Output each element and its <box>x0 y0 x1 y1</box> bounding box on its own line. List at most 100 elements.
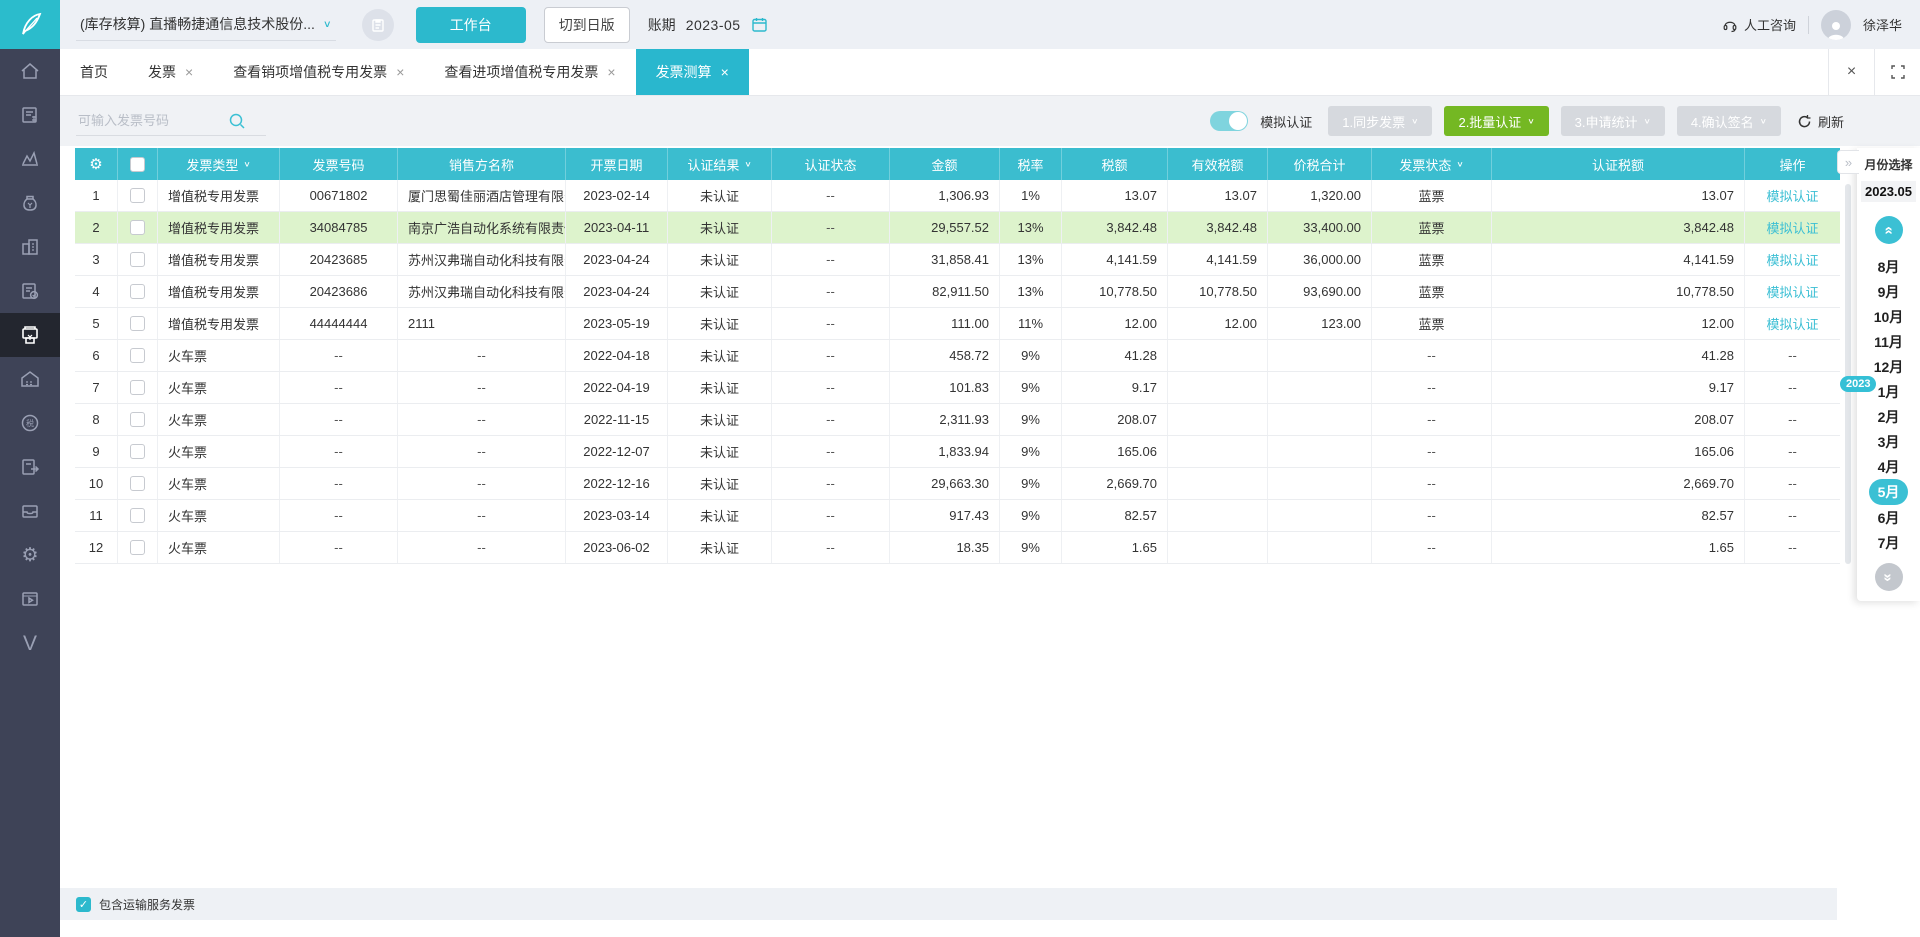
company-selector[interactable]: (库存核算) 直播畅捷通信息技术股份... ∨ <box>76 8 336 41</box>
tab-close-icon[interactable]: × <box>720 64 729 80</box>
month-item-11月[interactable]: 11月 <box>1874 333 1903 350</box>
column-header-num[interactable]: ⚙ <box>75 148 117 180</box>
cell-row-number: 10 <box>88 476 104 491</box>
cell-seller: 苏州汉弗瑞自动化科技有限公 <box>397 276 565 307</box>
search-input[interactable] <box>78 113 228 128</box>
cell-action[interactable]: 模拟认证 <box>1744 244 1840 275</box>
sidebar-item-statements[interactable] <box>0 269 60 313</box>
workbench-button[interactable]: 工作台 <box>415 6 526 43</box>
switch-version-button[interactable]: 切到日版 <box>543 6 630 43</box>
cell-action[interactable]: 模拟认证 <box>1744 180 1840 211</box>
month-item-4月[interactable]: 4月 <box>1877 458 1900 475</box>
month-item-6月[interactable]: 6月 <box>1877 509 1900 526</box>
collapse-panel-handle[interactable]: » <box>1837 150 1859 174</box>
step-button-label: 1.同步发票 <box>1342 114 1406 130</box>
cell-type: 火车票 <box>157 532 279 563</box>
tab-5[interactable]: 发票测算 × <box>635 49 749 95</box>
column-header-check[interactable] <box>117 148 157 180</box>
tab-close-icon[interactable]: × <box>607 64 616 80</box>
row-checkbox[interactable] <box>130 508 145 523</box>
tab-2[interactable]: 发票 × <box>128 49 213 95</box>
row-checkbox[interactable] <box>130 316 145 331</box>
month-item-7月[interactable]: 7月 <box>1877 534 1900 551</box>
month-item-2月[interactable]: 2月 <box>1877 408 1900 425</box>
sidebar-item-home[interactable] <box>0 49 60 93</box>
simulate-cert-toggle[interactable] <box>1210 111 1249 131</box>
filter-caret-icon[interactable]: ∨ <box>243 159 251 169</box>
row-checkbox[interactable] <box>130 380 145 395</box>
tab-4[interactable]: 查看进项增值税专用发票 × <box>424 49 635 95</box>
column-header-action: 操作 <box>1744 148 1840 180</box>
step-button-1[interactable]: 1.同步发票 ∨ <box>1328 106 1433 136</box>
row-checkbox[interactable] <box>130 252 145 267</box>
sidebar-item-archive[interactable] <box>0 489 60 533</box>
tab-close-icon[interactable]: × <box>185 64 194 80</box>
sidebar-item-v-logo[interactable]: V <box>0 621 60 665</box>
select-all-checkbox[interactable] <box>130 156 145 172</box>
cell-inv_status: -- <box>1371 468 1491 499</box>
row-checkbox[interactable] <box>130 348 145 363</box>
cell-action[interactable]: 模拟认证 <box>1744 308 1840 339</box>
month-item-3月[interactable]: 3月 <box>1877 433 1900 450</box>
row-checkbox[interactable] <box>130 476 145 491</box>
column-label: 发票状态 <box>1399 157 1452 173</box>
period-value[interactable]: 2023-05 <box>685 16 741 33</box>
refresh-button[interactable]: 刷新 <box>1797 112 1844 131</box>
column-header-result[interactable]: 认证结果 ∨ <box>667 148 771 180</box>
sidebar-item-tutorials[interactable] <box>0 577 60 621</box>
transport-invoice-checkbox[interactable]: ✓ <box>76 896 91 912</box>
cell-date: 2023-05-19 <box>565 308 667 339</box>
scroll-months-down-button[interactable]: » <box>1874 563 1903 591</box>
row-checkbox[interactable] <box>130 220 145 235</box>
month-item-9月[interactable]: 9月 <box>1877 283 1900 300</box>
row-checkbox[interactable] <box>130 540 145 555</box>
calendar-icon[interactable] <box>751 16 768 33</box>
cell-valid_tax: 13.07 <box>1167 180 1267 211</box>
sidebar-item-tax[interactable]: 税 <box>0 401 60 445</box>
sidebar-item-funds[interactable] <box>0 181 60 225</box>
month-item-10月[interactable]: 10月 <box>1873 308 1904 325</box>
step-button-2[interactable]: 2.批量认证 ∨ <box>1444 106 1549 136</box>
column-header-inv_status[interactable]: 发票状态 ∨ <box>1371 148 1491 180</box>
search-icon[interactable] <box>228 112 246 130</box>
vertical-scrollbar[interactable] <box>1845 184 1851 564</box>
app-logo[interactable] <box>0 0 60 49</box>
topbar: (库存核算) 直播畅捷通信息技术股份... ∨ 工作台 切到日版 账期 2023… <box>60 0 1920 49</box>
tab-1[interactable]: 首页 <box>60 49 128 95</box>
cell-no: 34084785 <box>279 212 397 243</box>
filter-caret-icon[interactable]: ∨ <box>744 159 752 169</box>
month-item-12月[interactable]: 12月 <box>1873 358 1904 375</box>
row-checkbox[interactable] <box>130 188 145 203</box>
cell-action[interactable]: 模拟认证 <box>1744 212 1840 243</box>
gear-icon[interactable]: ⚙ <box>89 156 103 173</box>
sidebar-item-voucher[interactable] <box>0 93 60 137</box>
sidebar-item-invoice[interactable] <box>0 313 60 357</box>
sidebar-item-company[interactable] <box>0 225 60 269</box>
sidebar-item-settings[interactable]: ⚙ <box>0 533 60 577</box>
row-checkbox[interactable] <box>130 284 145 299</box>
month-item-1月[interactable]: 1月 <box>1877 383 1900 400</box>
column-header-type[interactable]: 发票类型 ∨ <box>157 148 279 180</box>
close-all-tabs-button[interactable]: × <box>1828 49 1874 95</box>
sidebar-item-export[interactable] <box>0 445 60 489</box>
filter-caret-icon[interactable]: ∨ <box>1456 159 1464 169</box>
sidebar-item-reports-chart[interactable] <box>0 137 60 181</box>
step-button-4[interactable]: 4.确认签名 ∨ <box>1676 106 1781 136</box>
month-item-8月[interactable]: 8月 <box>1877 258 1900 275</box>
row-checkbox[interactable] <box>130 412 145 427</box>
company-name: (库存核算) 直播畅捷通信息技术股份... <box>80 16 315 32</box>
cell-valid_tax <box>1167 436 1267 467</box>
fullscreen-button[interactable] <box>1874 49 1920 95</box>
sidebar-item-warehouse[interactable] <box>0 357 60 401</box>
scroll-months-up-button[interactable]: » <box>1874 216 1903 244</box>
step-button-3[interactable]: 3.申请统计 ∨ <box>1560 106 1665 136</box>
avatar[interactable] <box>1820 9 1851 40</box>
tab-3[interactable]: 查看销项增值税专用发票 × <box>213 49 424 95</box>
cell-amount: 917.43 <box>889 500 999 531</box>
clipboard-button[interactable] <box>361 8 394 41</box>
cell-action[interactable]: 模拟认证 <box>1744 276 1840 307</box>
tab-close-icon[interactable]: × <box>396 64 405 80</box>
row-checkbox[interactable] <box>130 444 145 459</box>
month-item-5月[interactable]: 5月 <box>1868 479 1909 505</box>
support-button[interactable]: 人工咨询 <box>1722 15 1796 34</box>
